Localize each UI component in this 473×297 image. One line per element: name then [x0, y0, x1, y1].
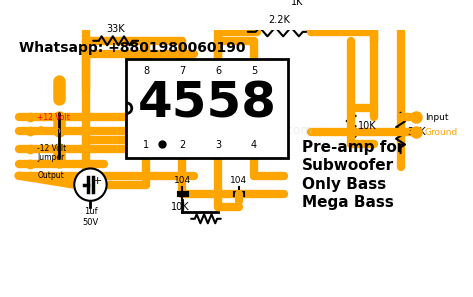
- Text: 1: 1: [143, 140, 149, 151]
- Text: electronicshelpmcare.com: electronicshelpmcare.com: [147, 124, 313, 137]
- Text: 2: 2: [179, 140, 185, 151]
- Text: 33K: 33K: [106, 24, 125, 34]
- Text: 104: 104: [174, 176, 191, 185]
- Text: 104: 104: [230, 176, 247, 185]
- Text: Ground: Ground: [37, 126, 66, 135]
- Text: 6: 6: [215, 66, 221, 76]
- Text: 10K: 10K: [171, 202, 190, 211]
- Text: Ground: Ground: [425, 128, 458, 137]
- Text: 5: 5: [251, 66, 257, 76]
- Text: Pre-amp for
Subwoofer
Only Bass
Mega Bass: Pre-amp for Subwoofer Only Bass Mega Bas…: [302, 140, 404, 211]
- Text: 33K: 33K: [408, 127, 426, 138]
- Text: Jumper: Jumper: [37, 153, 65, 162]
- Text: 1uf
50V: 1uf 50V: [82, 207, 98, 227]
- Text: 10K: 10K: [359, 121, 377, 131]
- Text: -12 Volt: -12 Volt: [37, 144, 67, 153]
- Text: +: +: [93, 176, 102, 186]
- Text: Whatsapp: +8801980060190: Whatsapp: +8801980060190: [18, 41, 245, 55]
- Text: 2.2K: 2.2K: [268, 15, 290, 25]
- Text: Output: Output: [37, 171, 64, 180]
- Text: 1K: 1K: [291, 0, 304, 7]
- Text: Ground: Ground: [37, 159, 66, 168]
- Text: 7: 7: [179, 66, 185, 76]
- Text: 4558: 4558: [138, 80, 277, 128]
- Text: 3: 3: [215, 140, 221, 151]
- Circle shape: [74, 168, 106, 201]
- Text: +12 Volt: +12 Volt: [37, 113, 70, 122]
- Text: 8: 8: [143, 66, 149, 76]
- Bar: [126, 59, 288, 158]
- Text: 4: 4: [251, 140, 257, 151]
- Text: Input: Input: [425, 113, 448, 122]
